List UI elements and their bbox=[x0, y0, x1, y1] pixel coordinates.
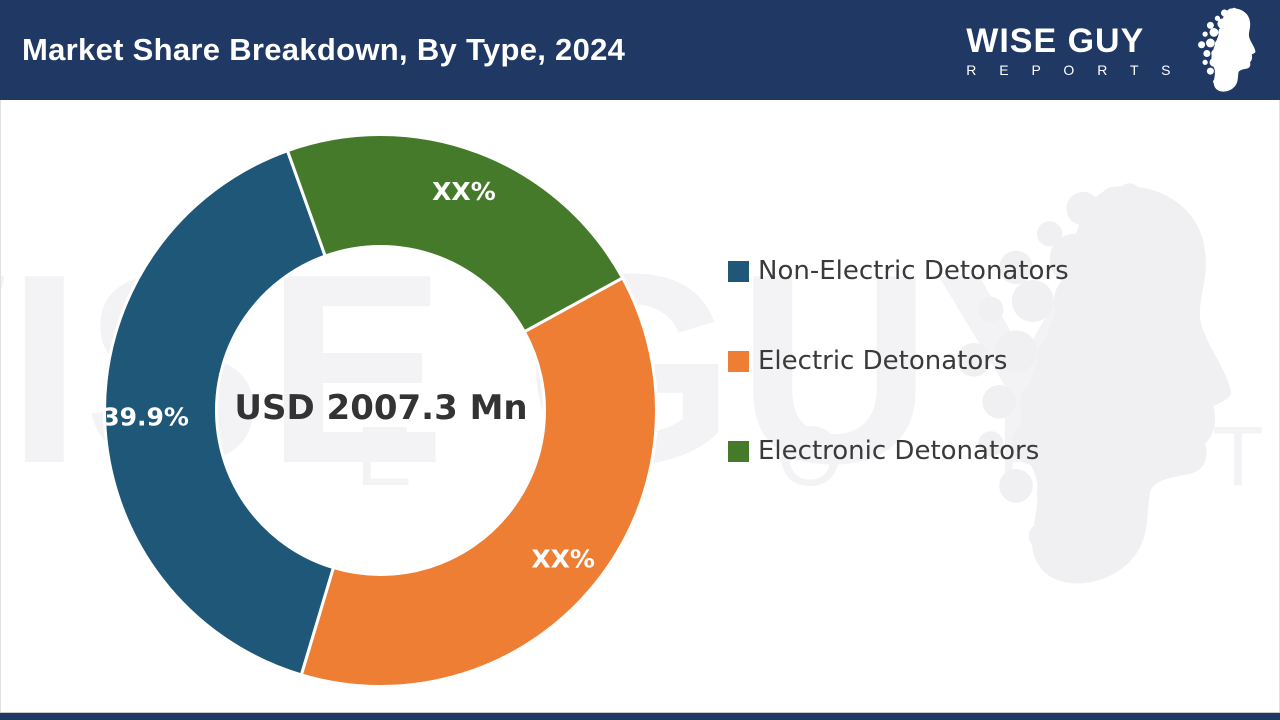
watermark-head-icon bbox=[957, 183, 1232, 584]
brand-logo: WISE GUY R E P O R T S bbox=[966, 6, 1272, 94]
legend-item: Electronic Detonators bbox=[728, 436, 1069, 466]
footer-bar bbox=[0, 713, 1280, 720]
legend-label: Electric Detonators bbox=[758, 346, 1008, 376]
page-title: Market Share Breakdown, By Type, 2024 bbox=[22, 32, 626, 67]
legend-item: Electric Detonators bbox=[728, 346, 1069, 376]
slice-label: XX% bbox=[531, 544, 595, 573]
pie-slice-electric-detonators bbox=[299, 275, 658, 688]
header: Market Share Breakdown, By Type, 2024 WI… bbox=[0, 0, 1280, 100]
brand-name: WISE GUY bbox=[966, 21, 1145, 60]
legend-swatch-icon bbox=[728, 350, 749, 372]
brand-logo-text: WISE GUY R E P O R T S bbox=[966, 23, 1180, 78]
pie-slice-electronic-detonators bbox=[285, 133, 625, 334]
head-profile-icon bbox=[1198, 7, 1256, 92]
footer-divider bbox=[0, 712, 1280, 713]
slice-label: 39.9% bbox=[102, 403, 189, 432]
brand-subtitle: R E P O R T S bbox=[966, 61, 1180, 78]
legend-label: Electronic Detonators bbox=[758, 436, 1040, 466]
legend: Non-Electric Detonators Electric Detonat… bbox=[728, 256, 1069, 528]
pie-slice-non-electric-detonators bbox=[103, 148, 336, 677]
chart-center-value: USD 2007.3 Mn bbox=[234, 388, 528, 428]
legend-label: Non-Electric Detonators bbox=[758, 256, 1069, 286]
slice-label: XX% bbox=[432, 177, 496, 206]
legend-swatch-icon bbox=[728, 440, 749, 462]
legend-swatch-icon bbox=[728, 260, 749, 282]
legend-item: Non-Electric Detonators bbox=[728, 256, 1069, 286]
panel-border bbox=[0, 100, 1, 713]
